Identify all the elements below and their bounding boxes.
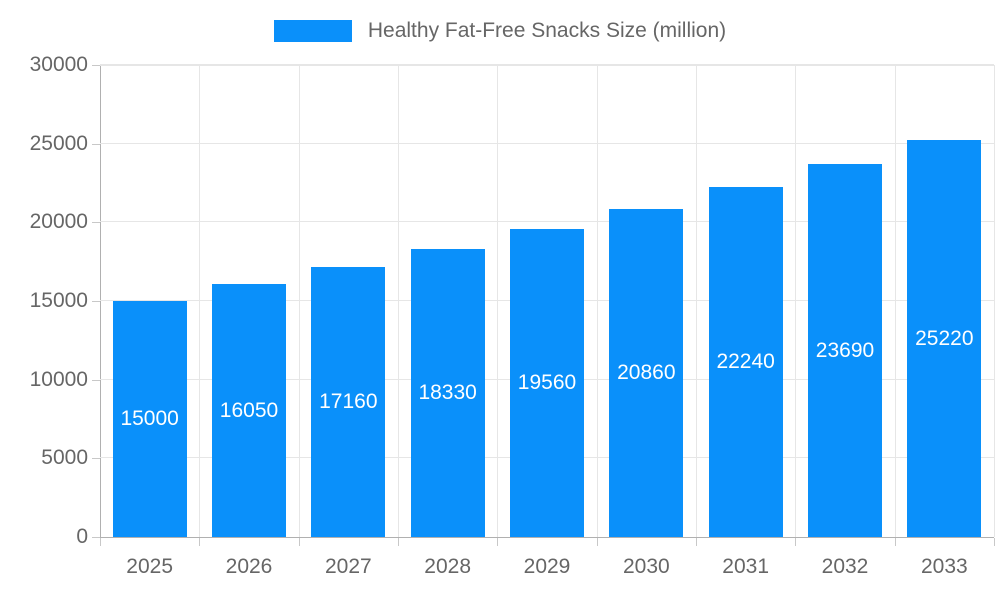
x-axis-tick xyxy=(994,538,995,546)
x-axis-label: 2026 xyxy=(225,555,273,578)
bar-value-label: 25220 xyxy=(915,326,974,350)
v-gridline xyxy=(596,65,598,537)
bar-2028[interactable]: 18330 xyxy=(410,248,485,537)
x-axis-line xyxy=(92,537,994,538)
x-axis-tick xyxy=(398,538,399,546)
x-axis-tick xyxy=(199,538,201,546)
h-gridline xyxy=(100,142,994,144)
bar-value-label: 23690 xyxy=(815,338,875,362)
bar-2030[interactable]: 20860 xyxy=(609,208,684,537)
y-axis-label: 25000 xyxy=(29,131,88,155)
x-axis-label: 2027 xyxy=(324,555,372,578)
h-gridline xyxy=(100,221,994,223)
x-axis-tick xyxy=(497,538,499,546)
y-axis-tick xyxy=(92,301,100,302)
x-axis-tick xyxy=(596,538,598,546)
bar-2033[interactable]: 25220 xyxy=(907,140,982,537)
x-axis-label: 2025 xyxy=(126,555,174,578)
bar-value-label: 22240 xyxy=(716,350,775,374)
y-axis-tick xyxy=(92,222,100,224)
bar-value-label: 19560 xyxy=(517,371,577,395)
x-axis-label: 2031 xyxy=(722,555,770,578)
v-gridline xyxy=(696,65,697,537)
y-axis-label: 15000 xyxy=(29,289,88,312)
v-gridline xyxy=(795,65,797,537)
v-gridline xyxy=(894,65,896,537)
h-gridline xyxy=(100,64,994,65)
y-axis-tick xyxy=(92,379,100,381)
y-axis-tick xyxy=(92,458,100,460)
x-axis-tick xyxy=(100,538,101,546)
y-axis-label: 0 xyxy=(76,525,88,548)
y-axis-tick xyxy=(92,537,100,538)
x-axis-tick xyxy=(894,538,896,546)
y-axis-tick xyxy=(92,65,100,66)
legend-label: Healthy Fat-Free Snacks Size (million) xyxy=(367,19,727,42)
v-gridline xyxy=(497,65,499,537)
bar-value-label: 17160 xyxy=(319,390,378,414)
bar-value-label: 18330 xyxy=(418,380,477,404)
legend-swatch xyxy=(273,20,352,42)
bar-value-label: 15000 xyxy=(120,407,179,430)
plot-top-border xyxy=(100,65,994,66)
x-axis-label: 2029 xyxy=(523,555,571,578)
legend-item[interactable]: Healthy Fat-Free Snacks Size (million) xyxy=(0,14,1000,48)
y-axis-line xyxy=(100,65,101,545)
bar-2029[interactable]: 19560 xyxy=(510,229,584,537)
x-axis-tick xyxy=(795,538,797,546)
plot-area: 15000 16050 17160 18330 19560 20860 22240 23690… xyxy=(100,64,995,537)
bar-value-label: 16050 xyxy=(219,398,279,422)
y-axis-label: 10000 xyxy=(29,367,88,391)
bar-2031[interactable]: 22240 xyxy=(708,187,783,537)
v-gridline xyxy=(199,65,201,537)
y-axis-label: 30000 xyxy=(29,53,88,76)
bar-2026[interactable]: 16050 xyxy=(212,284,286,537)
x-axis-tick xyxy=(298,538,300,546)
bar-value-label: 20860 xyxy=(617,360,676,384)
y-axis-label: 20000 xyxy=(29,210,88,234)
x-axis-label: 2028 xyxy=(424,555,472,578)
x-axis-tick xyxy=(696,538,697,546)
v-gridline xyxy=(298,65,300,537)
v-gridline xyxy=(398,65,399,537)
v-gridline xyxy=(994,65,995,537)
x-axis-label: 2033 xyxy=(920,555,968,578)
y-axis-label: 5000 xyxy=(41,446,88,470)
x-axis-label: 2032 xyxy=(821,555,869,578)
bar-2025[interactable]: 15000 xyxy=(112,301,187,537)
bar-2032[interactable]: 23690 xyxy=(808,164,882,537)
y-axis-tick xyxy=(92,143,100,145)
x-axis-label: 2030 xyxy=(622,555,670,578)
bar-2027[interactable]: 17160 xyxy=(311,267,386,537)
